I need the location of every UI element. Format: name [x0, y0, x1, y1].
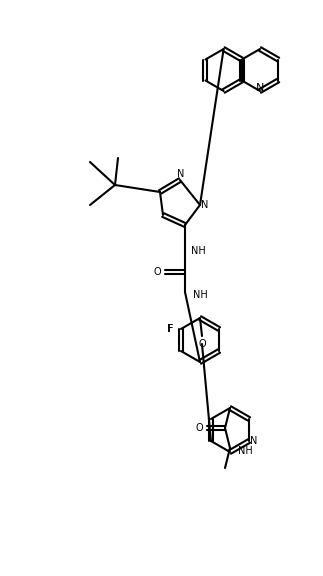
Text: NH: NH — [193, 290, 208, 300]
Text: O: O — [195, 423, 203, 433]
Text: N: N — [256, 83, 264, 93]
Text: NH: NH — [238, 446, 253, 456]
Text: N: N — [177, 169, 185, 179]
Text: O: O — [198, 339, 206, 349]
Text: F: F — [168, 324, 174, 334]
Text: O: O — [153, 267, 161, 277]
Text: F: F — [167, 324, 173, 334]
Text: NH: NH — [191, 246, 206, 256]
Text: N: N — [250, 436, 258, 446]
Text: N: N — [201, 200, 209, 210]
